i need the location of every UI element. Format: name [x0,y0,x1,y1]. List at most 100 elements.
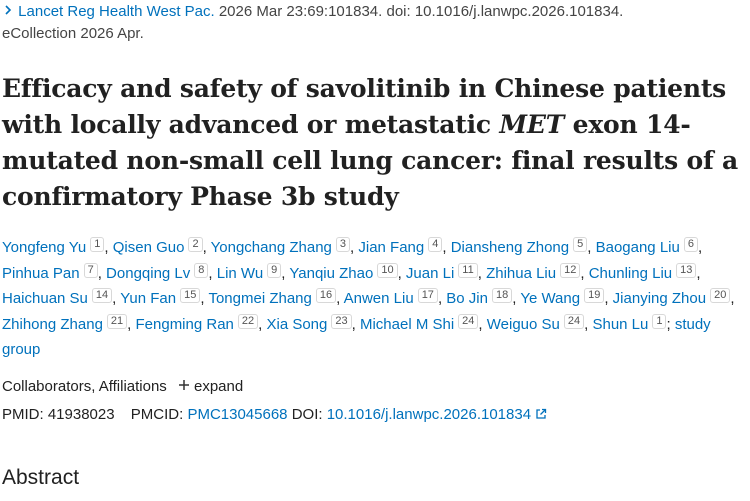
affiliation-number[interactable]: 23 [331,313,352,329]
author-name[interactable]: Michael M Shi [359,315,455,333]
author-name[interactable]: Fengming Ran [135,315,234,333]
author-name[interactable]: Pinhua Pan [2,264,80,282]
article-header: Lancet Reg Health West Pac. 2026 Mar 23:… [0,1,750,490]
affiliation-number[interactable]: 12 [560,262,581,278]
affiliation-number[interactable]: 21 [106,313,128,329]
separator: , [477,264,482,282]
abstract-heading: Abstract [2,465,80,489]
separator: , [604,290,609,307]
affiliation-number[interactable]: 9 [267,262,282,278]
separator: , [258,315,263,333]
collaborators-row: Collaborators, Affiliations expand [2,376,742,398]
author-name[interactable]: Baogang Liu [595,239,680,256]
affiliation-number[interactable]: 11 [458,262,478,278]
pmcid-label: PMCID: [130,405,184,423]
separator: , [587,239,592,256]
affiliation-number[interactable]: 13 [676,262,697,278]
separator: , [397,264,402,282]
separator: , [112,290,117,307]
author-name[interactable]: Yun Fan [120,290,177,307]
separator: , [478,315,483,333]
author-name[interactable]: Anwen Liu [343,290,414,307]
separator: , [97,264,102,282]
title-text: exon 14-mutated non-small cell lung canc… [2,110,739,211]
affiliation-number[interactable]: 16 [315,288,337,303]
title-gene: MET [499,110,565,139]
plus-icon[interactable] [177,378,191,392]
author-name[interactable]: Weiguo Su [486,315,560,333]
separator: , [104,239,109,256]
doi-link[interactable]: 10.1016/j.lanwpc.2026.101834 [326,405,532,423]
affiliation-number[interactable]: 22 [237,313,259,329]
affiliation-number[interactable]: 1 [652,313,667,329]
author-name[interactable]: Jian Fang [358,239,425,256]
author-name[interactable]: Jianying Zhou [612,290,707,307]
affiliation-number[interactable]: 8 [194,262,209,278]
identifiers: PMID: 41938023 PMCID: PMC13045668 DOI: 1… [2,404,742,426]
separator: , [202,239,207,256]
affiliation-number[interactable]: 1 [90,237,105,252]
external-link-icon [536,408,547,419]
separator: , [437,290,443,307]
separator: , [127,315,132,333]
separator: , [584,315,589,333]
ecollection: eCollection 2026 Apr. [2,25,144,42]
affiliation-number[interactable]: 5 [573,237,588,252]
affiliation-number[interactable]: 15 [180,288,201,303]
citation: Lancet Reg Health West Pac. 2026 Mar 23:… [2,1,742,45]
author-name[interactable]: Yanqiu Zhao [289,264,374,282]
author-name[interactable]: Chunling Liu [588,264,673,282]
author-name[interactable]: Yongfeng Yu [2,239,87,256]
author-name[interactable]: Tongmei Zhang [208,290,312,307]
author-name[interactable]: Haichuan Su [2,290,88,307]
pmcid-link[interactable]: PMC13045668 [187,405,288,423]
pmid: 41938023 [47,405,115,423]
separator: , [697,239,703,256]
affiliation-number[interactable]: 18 [491,288,513,303]
separator: , [696,264,701,282]
separator: , [730,290,735,307]
title-text: Efficacy and safety of savolitinib in Ch… [2,74,727,139]
affiliation-number[interactable]: 3 [335,237,351,252]
affiliation-number[interactable]: 4 [428,237,443,252]
pmid-label: PMID: [2,405,44,423]
separator: , [580,264,585,282]
author-name[interactable]: Yongchang Zhang [210,239,332,256]
expand-button[interactable]: expand [193,377,244,395]
author-name[interactable]: Xia Song [266,315,328,333]
affiliation-number[interactable]: 20 [710,288,731,303]
group-name[interactable]: study group [2,315,711,359]
author-name[interactable]: Shun Lu [592,315,649,333]
separator: , [351,315,356,333]
affiliation-number[interactable]: 6 [683,237,698,252]
affiliation-number[interactable]: 2 [188,237,203,252]
affiliation-number[interactable]: 19 [584,288,605,303]
author-name[interactable]: Lin Wu [216,264,264,282]
affiliation-number[interactable]: 14 [91,288,113,303]
authors-list: Yongfeng Yu 1, Qisen Guo 2, Yongchang Zhan… [2,235,742,363]
author-name[interactable]: Qisen Guo [112,239,185,256]
author-name[interactable]: Zhihong Zhang [2,315,103,333]
affiliation-number[interactable]: 24 [458,313,479,329]
author-name[interactable]: Diansheng Zhong [450,239,570,256]
separator: , [350,239,355,256]
affiliation-number[interactable]: 7 [83,262,98,278]
affiliation-number[interactable]: 10 [377,262,398,278]
citation-details: 2026 Mar 23:69:101834. doi: 10.1016/j.la… [218,3,624,20]
affiliation-number[interactable]: 17 [417,288,438,303]
chevron-icon [5,5,12,15]
separator: , [200,290,205,307]
author-name[interactable]: Juan Li [405,264,455,282]
separator: , [512,290,517,307]
affiliation-number[interactable]: 24 [563,313,585,329]
collaborators-label: Collaborators, Affiliations [2,377,167,395]
separator: , [281,264,286,282]
separator: , [208,264,213,282]
author-name[interactable]: Dongqing Lv [106,264,191,282]
author-name[interactable]: Ye Wang [520,290,581,307]
journal-link[interactable]: Lancet Reg Health West Pac. [18,3,215,20]
separator: , [442,239,447,256]
author-name[interactable]: Zhihua Liu [486,264,557,282]
author-name[interactable]: Bo Jin [446,290,488,307]
